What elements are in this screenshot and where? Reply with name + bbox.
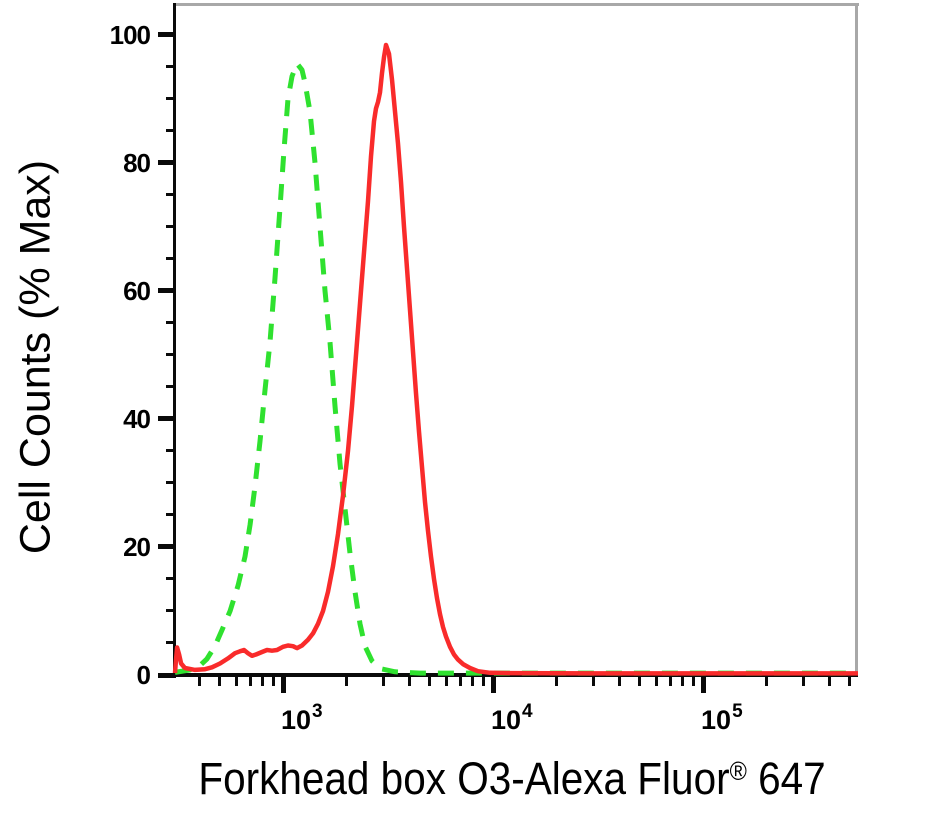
x-minor-tick [444,677,448,686]
x-minor-tick [654,677,658,686]
x-tick-label-base: 10 [281,705,312,735]
y-minor-tick [166,577,176,581]
x-minor-tick [691,677,695,686]
green-dashed-curve [174,61,858,676]
x-minor-tick [681,677,685,686]
x-minor-tick [827,677,831,686]
y-minor-tick [166,353,176,357]
y-minor-tick [166,513,176,517]
y-minor-tick [166,97,176,101]
y-axis-title: Cell Counts (% Max) [11,159,60,555]
x-axis-title: Forkhead box O3-Alexa Fluor® 647 [198,753,825,805]
x-minor-tick [248,677,252,686]
y-major-tick [158,32,176,38]
x-tick-label-base: 10 [701,705,732,735]
plot-frame-right [855,3,858,677]
x-minor-tick [638,677,642,686]
x-minor-tick [261,677,265,686]
y-tick-label: 20 [123,531,151,562]
x-minor-tick [381,677,385,686]
x-minor-tick [764,677,768,686]
x-minor-tick [218,677,222,686]
x-major-tick [280,677,286,693]
x-minor-tick [271,677,275,686]
x-minor-tick [471,677,475,686]
y-tick-label: 60 [123,275,151,306]
x-tick-label-exponent: 4 [522,701,533,722]
x-minor-tick [234,677,238,686]
x-major-tick [700,677,706,693]
x-tick-label-exponent: 5 [732,701,743,722]
y-minor-tick [166,321,176,325]
x-minor-tick [344,677,348,686]
x-tick-label-exponent: 3 [312,701,323,722]
plot-frame-top [173,3,859,6]
y-minor-tick [166,193,176,197]
y-minor-tick [166,385,176,389]
y-minor-tick [166,65,176,69]
y-minor-tick [166,257,176,261]
x-minor-tick [481,677,485,686]
y-major-tick [158,288,176,294]
histogram-curves [172,42,858,676]
x-tick-label: 104 [491,699,533,735]
red-solid-curve [172,42,858,676]
y-tick-label: 40 [123,403,151,434]
registered-trademark-symbol: ® [729,756,747,786]
y-major-tick [158,672,176,678]
x-tick-label: 105 [701,699,743,735]
x-major-tick [490,677,496,693]
y-major-tick [158,416,176,422]
x-minor-tick [591,677,595,686]
y-minor-tick [166,641,176,645]
x-minor-tick [554,677,558,686]
x-minor-tick [458,677,462,686]
x-tick-label-base: 10 [491,705,522,735]
x-minor-tick [801,677,805,686]
y-tick-label: 80 [123,147,151,178]
y-major-tick [158,544,176,550]
x-minor-tick [428,677,432,686]
y-major-tick [158,160,176,166]
y-minor-tick [166,481,176,485]
y-minor-tick [166,225,176,229]
x-minor-tick [617,677,621,686]
x-axis-title-text: Forkhead box O3-Alexa Fluor [198,753,730,804]
y-minor-tick [166,449,176,453]
x-minor-tick [407,677,411,686]
x-minor-tick [668,677,672,686]
x-minor-tick [848,677,852,686]
y-tick-label: 0 [136,660,151,690]
y-minor-tick [166,129,176,133]
y-minor-tick [166,609,176,613]
x-minor-tick [197,677,201,686]
x-axis-title-suffix: 647 [746,753,826,804]
y-axis-line [173,3,176,677]
y-tick-label: 100 [109,19,151,50]
x-tick-label: 103 [281,699,323,735]
